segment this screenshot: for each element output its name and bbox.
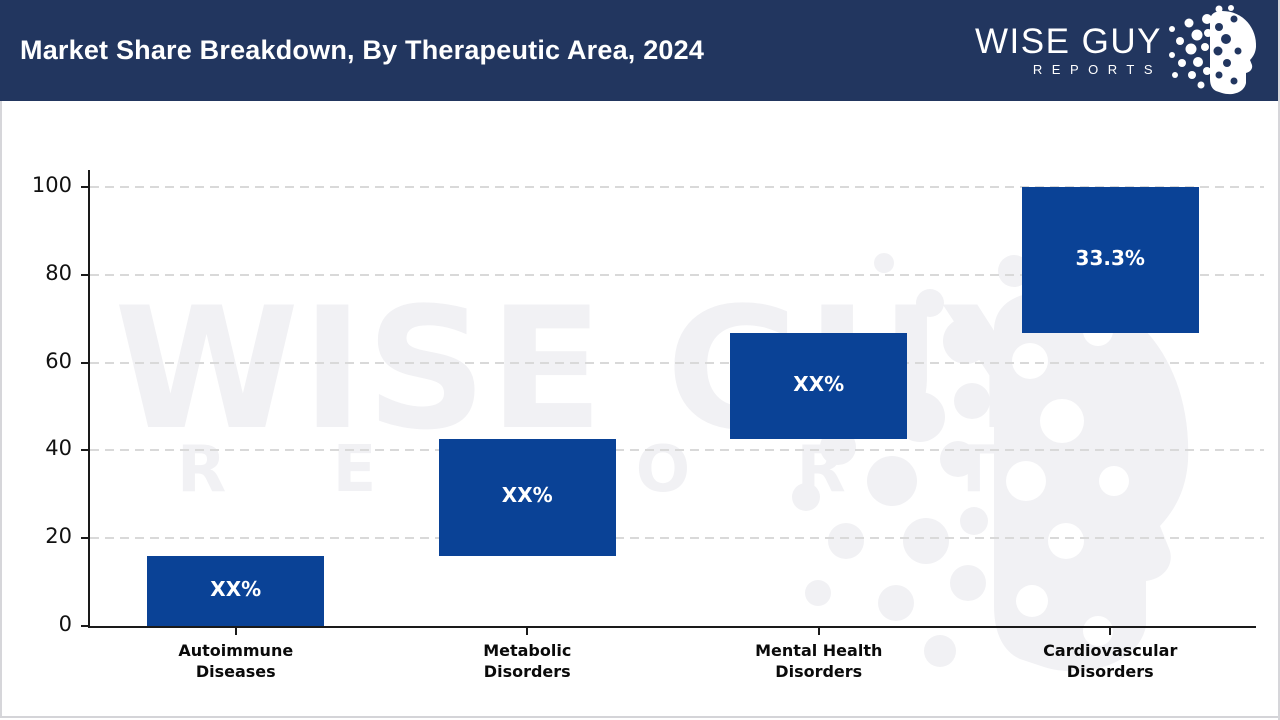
x-tick-mark bbox=[1109, 627, 1112, 635]
y-tick-label: 100 bbox=[31, 173, 72, 197]
x-axis-spine bbox=[88, 626, 1256, 628]
x-category-label: Autoimmune Diseases bbox=[121, 640, 351, 682]
bar-segment bbox=[730, 333, 908, 439]
y-tick-mark bbox=[81, 537, 89, 540]
bar-value-label: XX% bbox=[501, 483, 553, 508]
y-tick-mark bbox=[81, 449, 89, 452]
y-tick-mark bbox=[81, 273, 89, 276]
wise-guy-logo: WISE GUY REPORTS bbox=[974, 4, 1260, 97]
bar-segment bbox=[147, 555, 325, 626]
logo-subtitle: REPORTS bbox=[1032, 61, 1162, 77]
x-category-line: Mental Health bbox=[755, 641, 883, 660]
header-bar: Market Share Breakdown, By Therapeutic A… bbox=[0, 0, 1278, 101]
y-tick-label: 0 bbox=[58, 612, 72, 636]
y-tick-mark bbox=[81, 186, 89, 188]
x-tick-mark bbox=[817, 627, 820, 635]
gridline bbox=[90, 537, 1264, 540]
bar-value-label: XX% bbox=[210, 576, 262, 601]
logo-wordmark: WISE GUY bbox=[974, 21, 1162, 61]
y-tick-mark bbox=[81, 625, 89, 627]
bar-value-label: 33.3% bbox=[1075, 246, 1145, 271]
logo-head-dots-icon bbox=[1169, 4, 1257, 94]
bar-value-label: XX% bbox=[793, 371, 845, 396]
bottom-border-line bbox=[0, 716, 1278, 718]
x-category-label: Metabolic Disorders bbox=[412, 640, 642, 682]
x-tick-mark bbox=[234, 627, 237, 635]
y-tick-label: 40 bbox=[45, 436, 72, 461]
y-tick-label: 80 bbox=[45, 260, 72, 285]
x-category-line: Diseases bbox=[195, 662, 276, 681]
page-title: Market Share Breakdown, By Therapeutic A… bbox=[20, 35, 705, 65]
x-category-line: Disorders bbox=[483, 662, 571, 681]
y-axis-spine bbox=[88, 170, 90, 628]
x-tick-mark bbox=[526, 627, 529, 635]
x-category-line: Autoimmune bbox=[178, 641, 294, 660]
watermark-subtitle: R E P O R T S bbox=[177, 433, 1191, 507]
x-category-line: Metabolic bbox=[483, 641, 572, 660]
y-tick-mark bbox=[81, 361, 89, 364]
x-category-label: Mental Health Disorders bbox=[704, 640, 934, 682]
logo-text: WISE GUY REPORTS bbox=[974, 21, 1162, 77]
x-category-line: Disorders bbox=[775, 662, 863, 681]
gridline bbox=[90, 449, 1264, 452]
x-category-line: Disorders bbox=[1066, 662, 1154, 681]
x-category-label: Cardiovascular Disorders bbox=[995, 640, 1225, 682]
x-category-line: Cardiovascular bbox=[1043, 641, 1178, 660]
y-tick-label: 20 bbox=[45, 524, 72, 549]
gridline bbox=[90, 361, 1264, 364]
gridline bbox=[90, 186, 1264, 188]
y-tick-label: 60 bbox=[45, 348, 72, 373]
bar-segment bbox=[438, 438, 616, 556]
chart-canvas: WISE GUY R E P O R T S 0 20 40 60 80 100 XX% Au… bbox=[0, 101, 1278, 718]
gridline bbox=[90, 273, 1264, 276]
bar-segment bbox=[1021, 187, 1199, 334]
